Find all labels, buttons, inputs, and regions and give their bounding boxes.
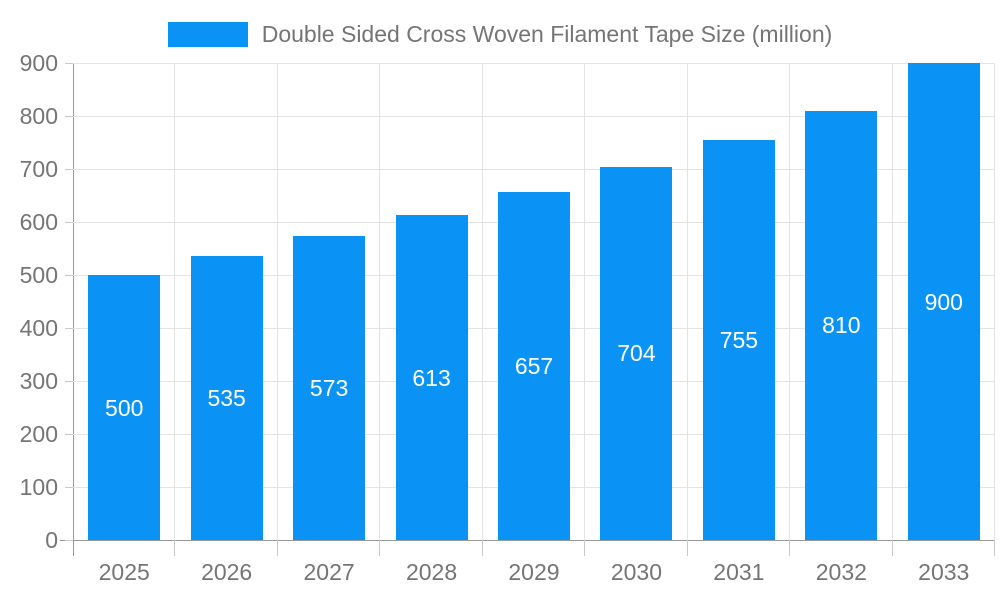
gridline-v-9 bbox=[994, 63, 995, 540]
x-axis-label-2030: 2030 bbox=[610, 559, 663, 585]
y-axis-label-200: 200 bbox=[19, 421, 58, 447]
gridline-v-4 bbox=[481, 63, 483, 540]
bar-2032[interactable] bbox=[805, 110, 878, 540]
x-tick-5 bbox=[584, 540, 586, 556]
x-tick-7 bbox=[789, 540, 791, 556]
y-tick-0 bbox=[65, 540, 73, 541]
gridline-v-2 bbox=[276, 63, 278, 540]
gridline-v-6 bbox=[686, 63, 688, 540]
x-tick-6 bbox=[686, 540, 688, 556]
x-tick-1 bbox=[174, 540, 176, 556]
legend-swatch bbox=[167, 22, 248, 47]
x-axis-label-2027: 2027 bbox=[303, 559, 355, 585]
y-axis-label-600: 600 bbox=[19, 209, 58, 235]
y-tick-500 bbox=[65, 275, 73, 276]
x-axis-label-2026: 2026 bbox=[201, 559, 253, 585]
x-tick-2 bbox=[276, 540, 278, 556]
bar-2031[interactable] bbox=[702, 139, 775, 540]
x-axis-label-2031: 2031 bbox=[713, 559, 765, 585]
gridline-v-5 bbox=[584, 63, 586, 540]
y-axis-line bbox=[73, 63, 74, 556]
y-tick-800 bbox=[65, 116, 73, 117]
x-axis-label-2025: 2025 bbox=[98, 559, 150, 585]
bar-2026[interactable] bbox=[190, 256, 263, 540]
y-axis-label-500: 500 bbox=[19, 262, 58, 288]
x-axis-label-2028: 2028 bbox=[405, 559, 458, 585]
gridline-h-900 bbox=[73, 63, 995, 64]
y-tick-300 bbox=[65, 381, 73, 382]
bar-2030[interactable] bbox=[600, 166, 673, 540]
y-axis-label-100: 100 bbox=[19, 474, 58, 500]
x-axis-label-2029: 2029 bbox=[508, 559, 560, 585]
x-tick-8 bbox=[891, 540, 893, 556]
gridline-v-8 bbox=[891, 63, 893, 540]
legend-label: Double Sided Cross Woven Filament Tape S… bbox=[261, 21, 833, 47]
bar-2029[interactable] bbox=[498, 191, 570, 540]
gridline-h-800 bbox=[73, 116, 995, 117]
x-tick-3 bbox=[379, 540, 381, 556]
bar-2033[interactable] bbox=[907, 63, 980, 540]
x-axis-label-2032: 2032 bbox=[815, 559, 867, 585]
y-tick-400 bbox=[65, 328, 73, 329]
x-tick-9 bbox=[994, 540, 995, 556]
x-tick-4 bbox=[481, 540, 483, 556]
y-axis-label-0: 0 bbox=[45, 527, 58, 553]
gridline-h-700 bbox=[73, 169, 995, 170]
gridline-v-3 bbox=[379, 63, 381, 540]
y-axis-label-800: 800 bbox=[19, 103, 58, 129]
bar-2027[interactable] bbox=[293, 236, 366, 540]
y-axis-label-300: 300 bbox=[19, 368, 58, 394]
y-axis-label-900: 900 bbox=[19, 50, 58, 76]
x-axis-line bbox=[60, 540, 995, 541]
y-axis-label-400: 400 bbox=[19, 315, 58, 341]
legend-item[interactable]: Double Sided Cross Woven Filament Tape S… bbox=[167, 21, 833, 48]
gridline-v-1 bbox=[174, 63, 176, 540]
y-tick-100 bbox=[65, 487, 73, 488]
plot-area: 0 100 200 300 400 500 600 700 800 900 500 2025 535 20… bbox=[20, 50, 995, 585]
y-axis-label-700: 700 bbox=[19, 156, 58, 182]
y-tick-600 bbox=[65, 222, 73, 223]
y-tick-900 bbox=[65, 63, 73, 64]
gridline-v-7 bbox=[789, 63, 791, 540]
bar-2028[interactable] bbox=[395, 215, 468, 540]
y-tick-200 bbox=[65, 434, 73, 435]
x-axis-label-2033: 2033 bbox=[918, 559, 970, 585]
legend: Double Sided Cross Woven Filament Tape S… bbox=[0, 21, 1000, 48]
y-tick-700 bbox=[65, 169, 73, 170]
bar-2025[interactable] bbox=[88, 275, 161, 540]
